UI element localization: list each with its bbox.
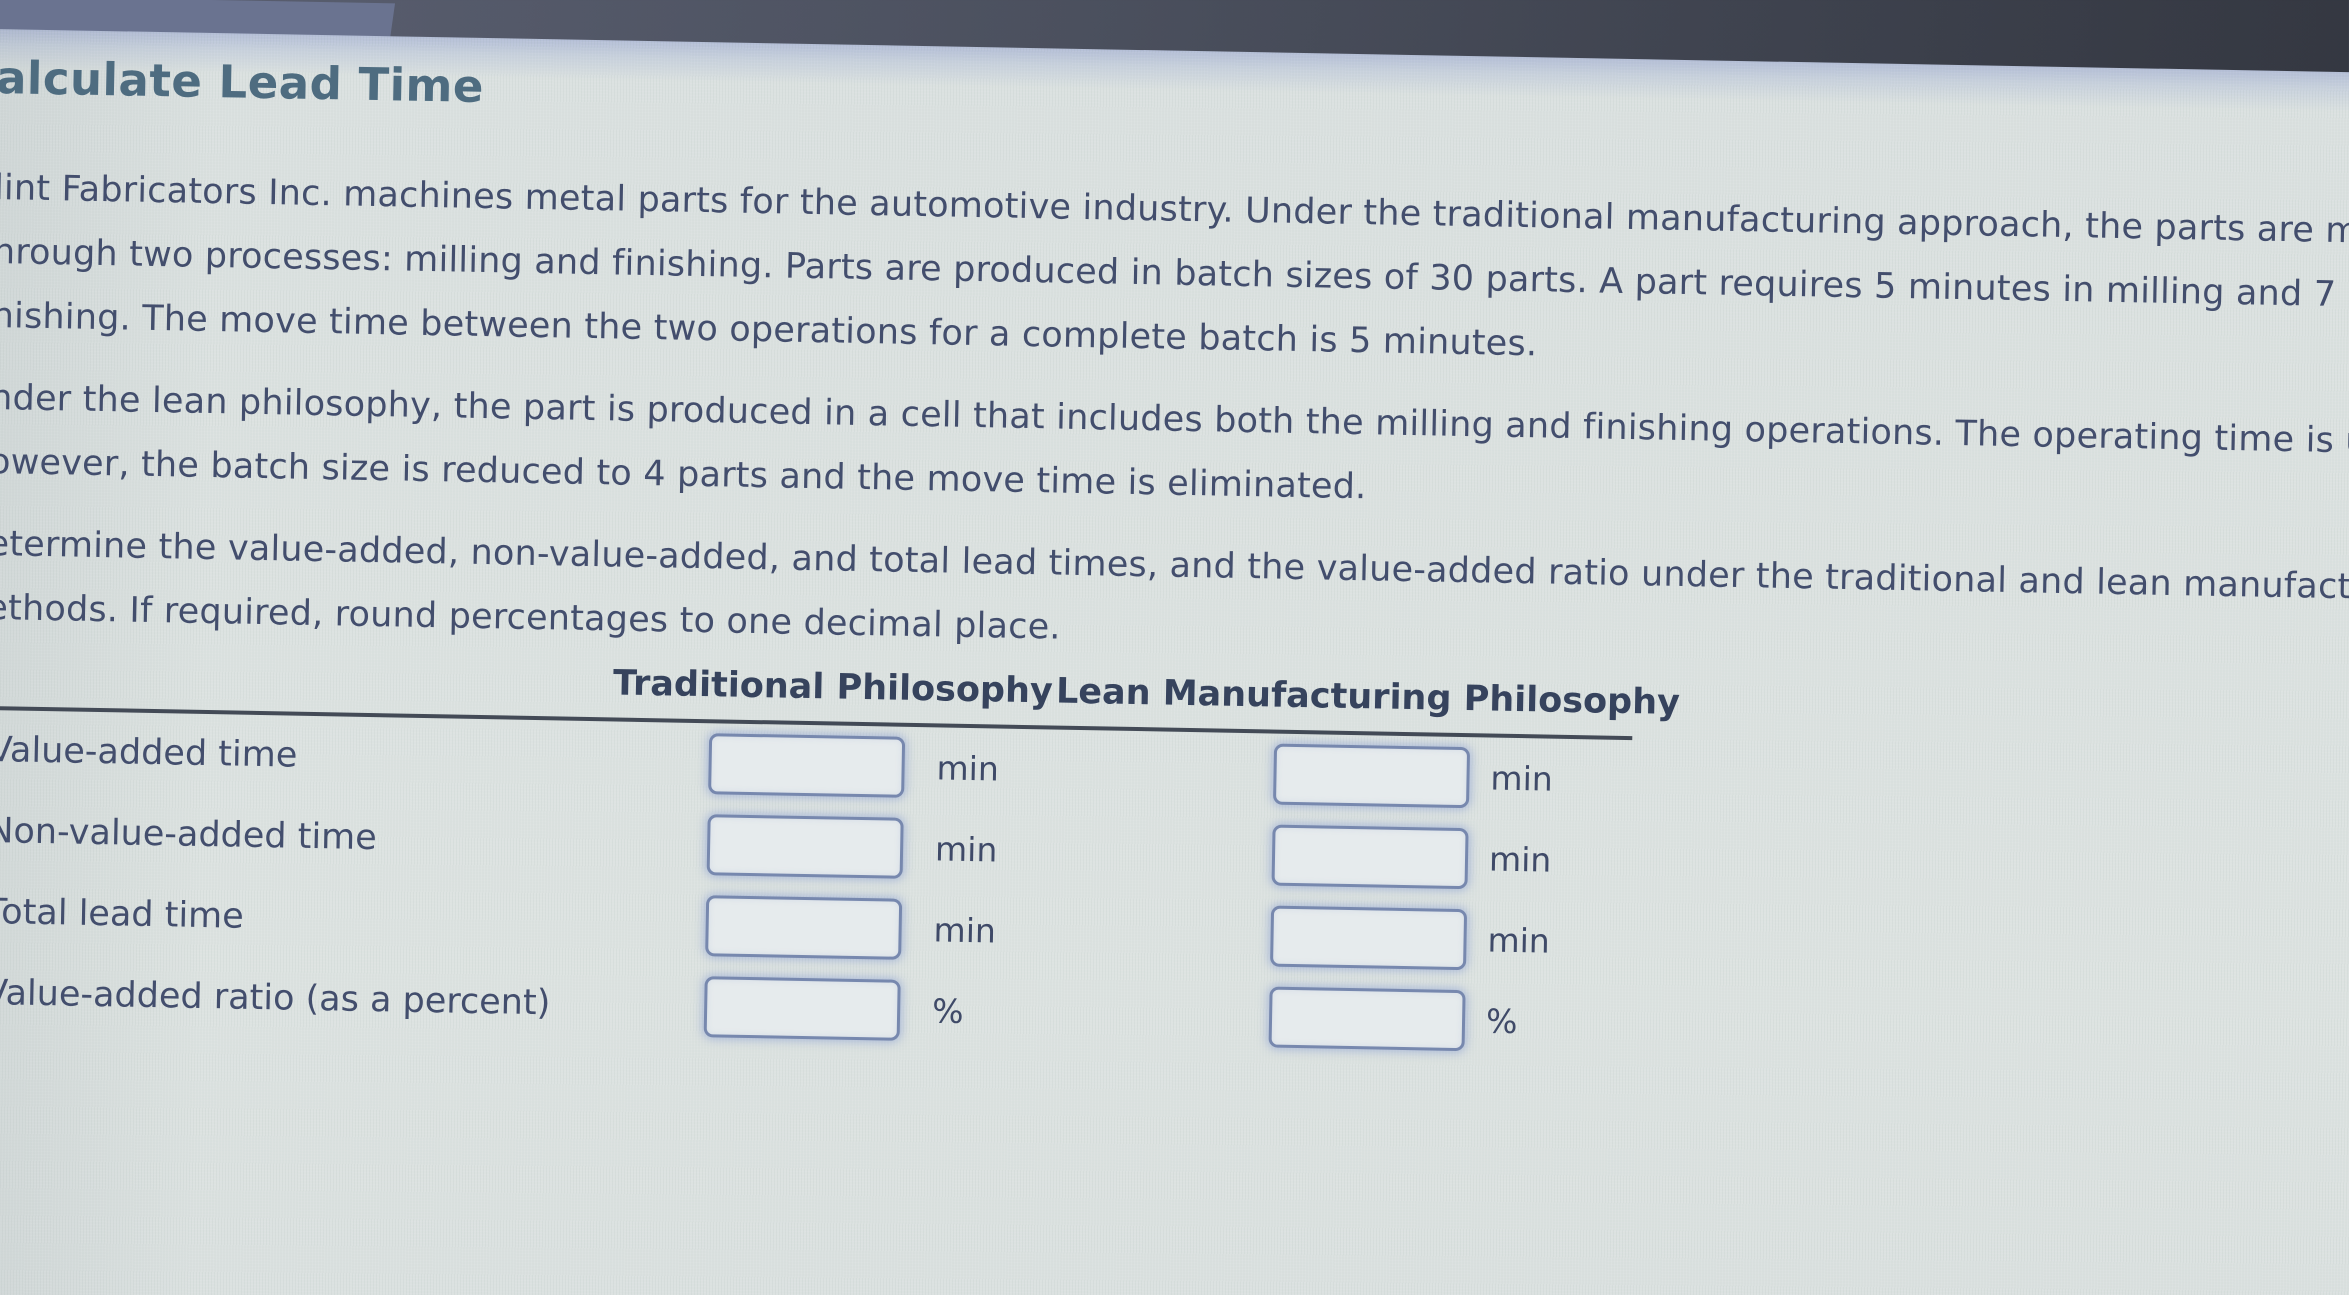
- value-added-time-lean-input[interactable]: [1272, 743, 1471, 809]
- unit-label: %: [931, 991, 964, 1031]
- value-added-ratio-lean-input[interactable]: [1268, 986, 1466, 1052]
- unit-label: min: [1488, 839, 1552, 880]
- screen: alculate Lead Time lint Fabricators Inc.…: [0, 28, 2349, 1295]
- problem-paragraph-2: nder the lean philosophy, the part is pr…: [0, 366, 2349, 540]
- unit-label: min: [934, 829, 998, 870]
- problem-paragraph-1: lint Fabricators Inc. machines metal par…: [0, 156, 2349, 394]
- row-label-total-lead-time: Total lead time: [0, 891, 245, 937]
- value-added-time-traditional-input[interactable]: [708, 733, 906, 798]
- row-label-value-added-time: Value-added time: [0, 730, 298, 776]
- value-added-ratio-traditional-input[interactable]: [703, 976, 901, 1041]
- unit-label: min: [936, 748, 1000, 789]
- lead-time-table: Traditional Philosophy Lean Manufacturin…: [0, 649, 1680, 1064]
- total-lead-time-lean-input[interactable]: [1270, 905, 1468, 971]
- unit-label: min: [933, 910, 997, 951]
- page-title: alculate Lead Time: [0, 51, 485, 113]
- total-lead-time-traditional-input[interactable]: [705, 895, 903, 960]
- row-label-non-value-added-time: Non-value-added time: [0, 811, 378, 859]
- unit-label: %: [1485, 1001, 1518, 1042]
- non-value-added-time-lean-input[interactable]: [1271, 824, 1469, 890]
- column-header-lean: Lean Manufacturing Philosophy: [1055, 671, 1681, 723]
- unit-label: min: [1490, 758, 1554, 799]
- column-header-traditional: Traditional Philosophy: [612, 663, 1054, 712]
- unit-label: min: [1487, 920, 1551, 961]
- row-label-value-added-ratio: Value-added ratio (as a percent): [0, 972, 551, 1024]
- non-value-added-time-traditional-input[interactable]: [706, 814, 904, 879]
